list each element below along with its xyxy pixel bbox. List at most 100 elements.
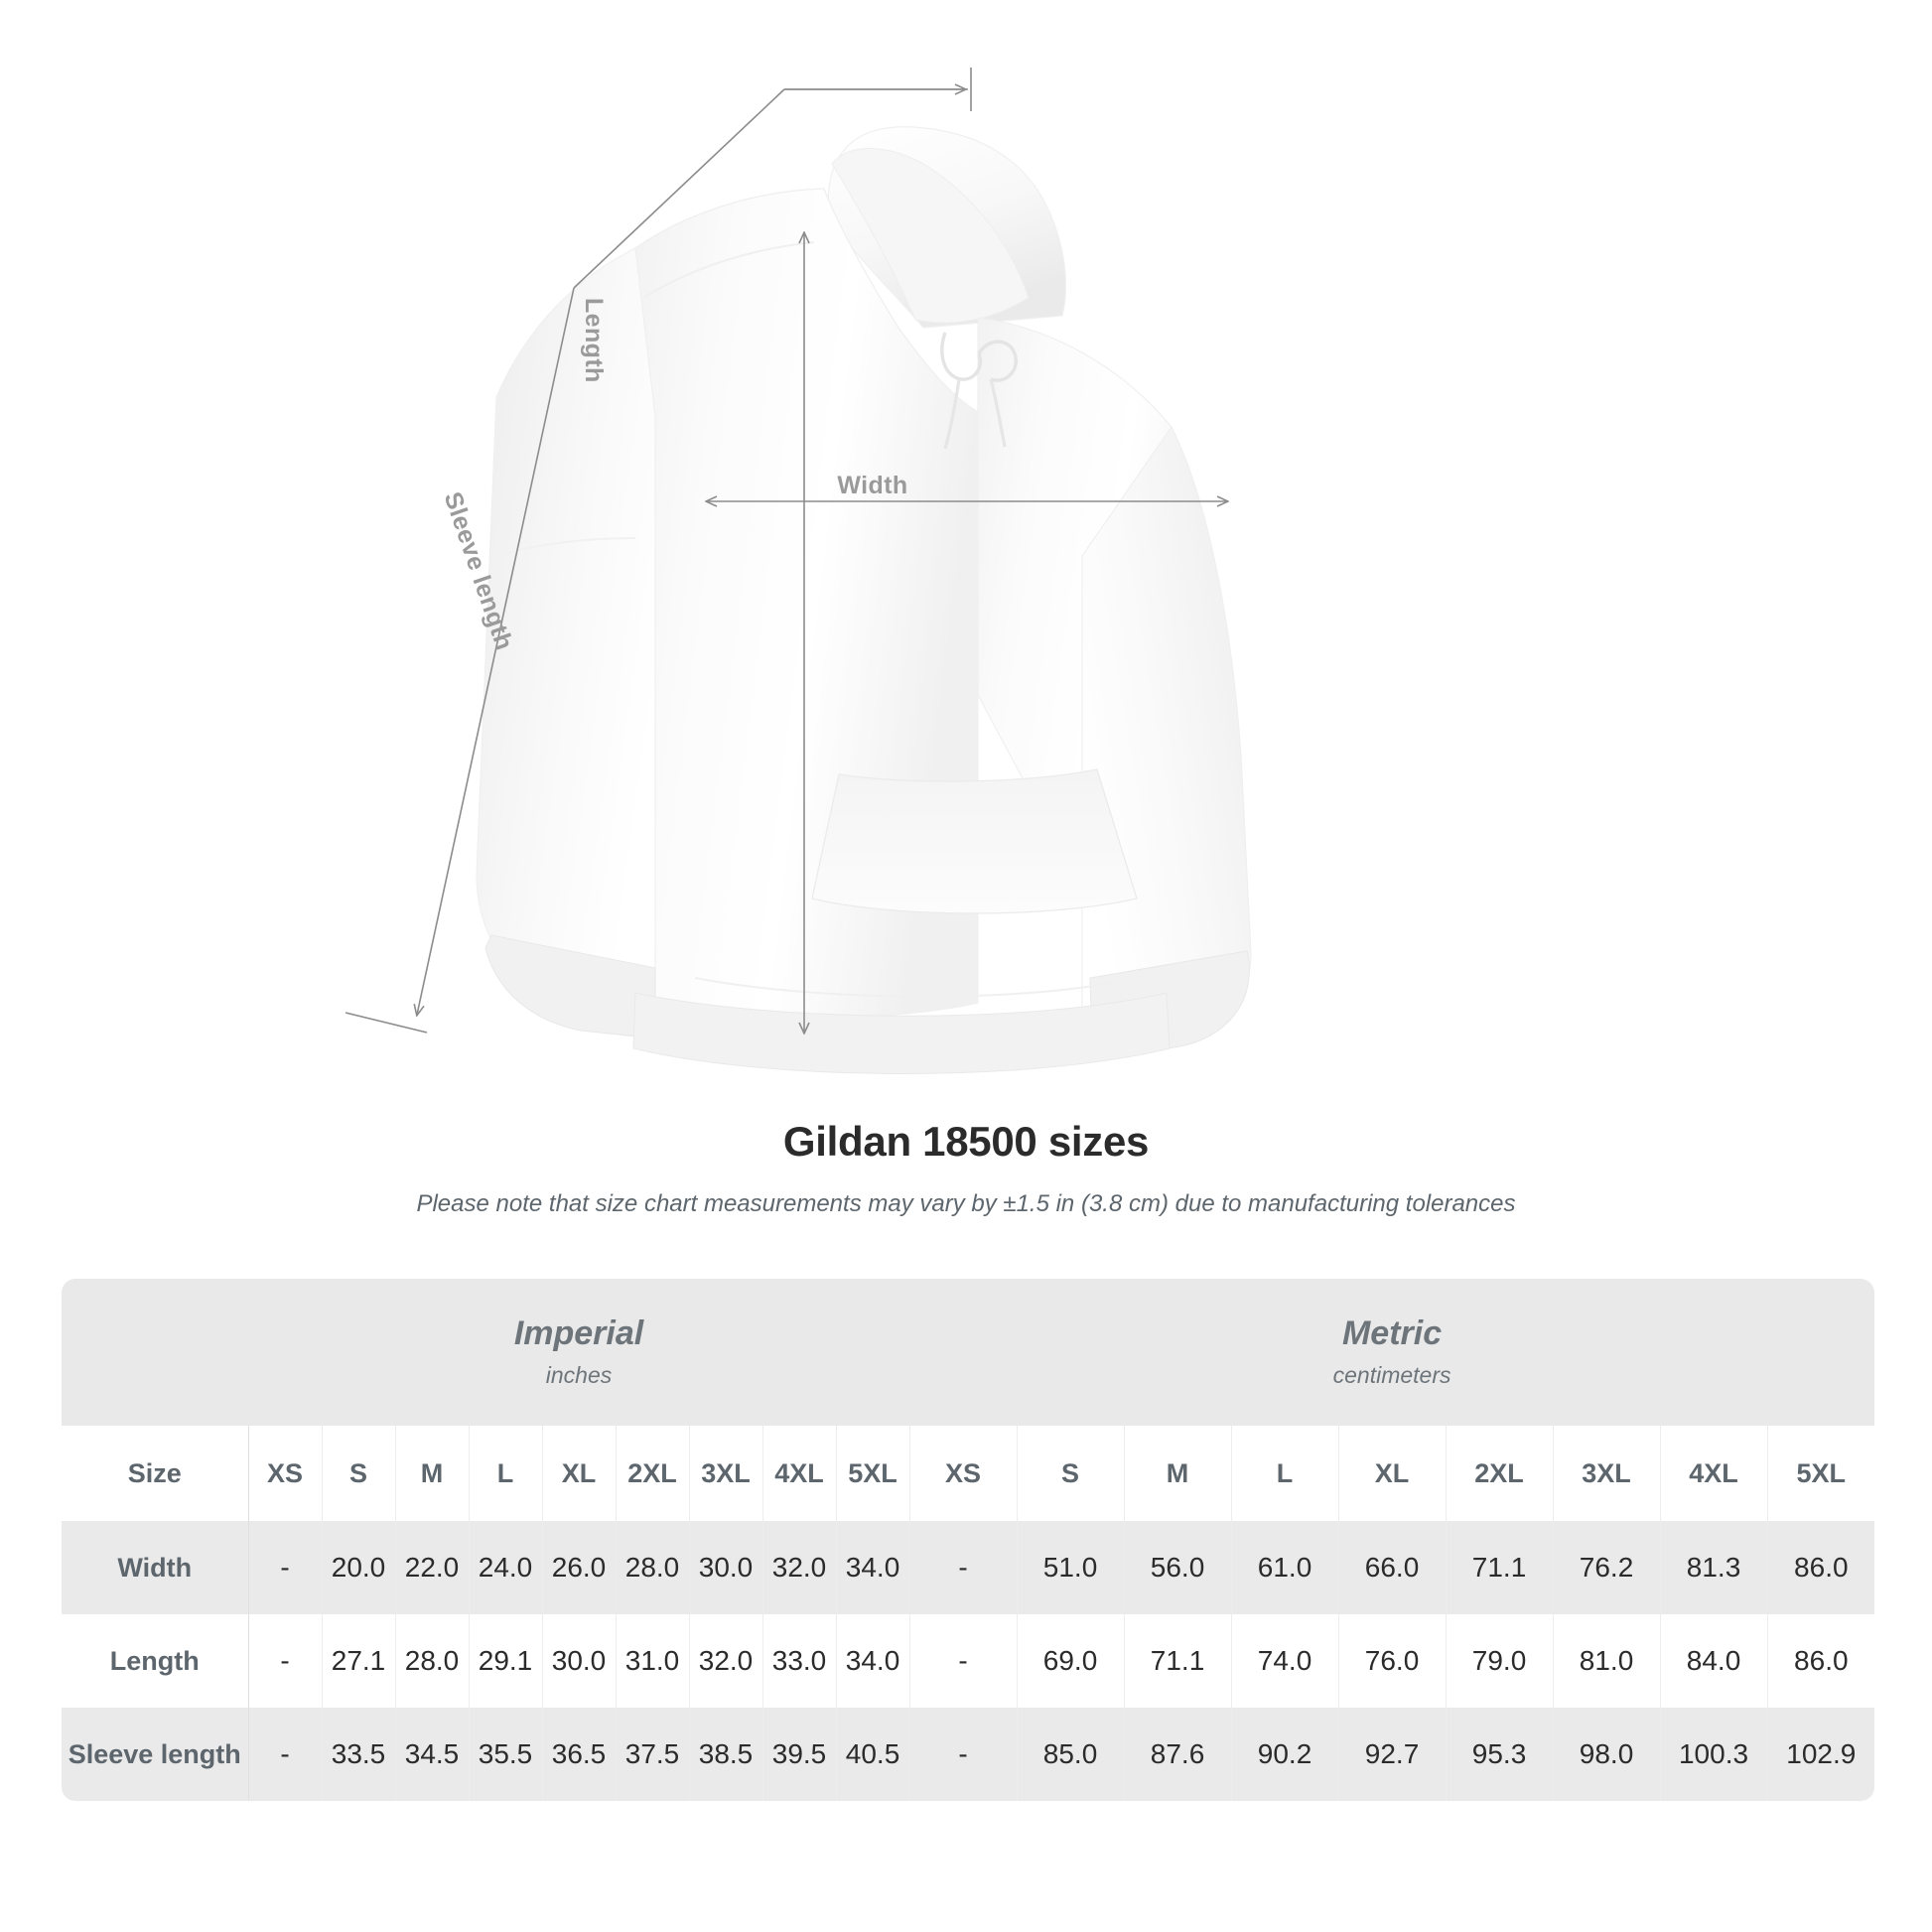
system-name-metric: Metric: [1341, 1314, 1443, 1353]
cell-width-imperial-2xl: 28.0: [616, 1521, 690, 1614]
cell-length-metric-4xl: 84.0: [1660, 1614, 1768, 1708]
cell-sleeve-metric-xl: 92.7: [1338, 1708, 1447, 1801]
kangaroo-pocket: [811, 768, 1138, 914]
row-header-sleeve-length: Sleeve length: [62, 1708, 249, 1801]
sleeve-diagonal-upper: [573, 88, 785, 289]
cell-sleeve-metric-m: 87.6: [1124, 1708, 1232, 1801]
cell-width-imperial-xl: 26.0: [542, 1521, 617, 1614]
cell-length-imperial-s: 27.1: [322, 1614, 396, 1708]
cell-width-metric-m: 56.0: [1124, 1521, 1232, 1614]
cell-length-imperial-l: 29.1: [469, 1614, 543, 1708]
system-unit-imperial: inches: [545, 1361, 613, 1388]
cell-sleeve-imperial-s: 33.5: [322, 1708, 396, 1801]
cell-length-metric-xs: -: [908, 1614, 1018, 1708]
cell-sleeve-metric-xs: -: [908, 1708, 1018, 1801]
cell-width-imperial-m: 22.0: [395, 1521, 470, 1614]
cell-length-imperial-3xl: 32.0: [689, 1614, 763, 1708]
cell-length-imperial-xl: 30.0: [542, 1614, 617, 1708]
cell-sleeve-metric-s: 85.0: [1017, 1708, 1125, 1801]
sleeve-fold-left: [495, 537, 636, 557]
cell-width-metric-s: 51.0: [1017, 1521, 1125, 1614]
system-header-metric: Metric centimeters: [909, 1279, 1875, 1426]
length-dimension-label: Length: [580, 298, 608, 383]
size-header-metric-3xl: 3XL: [1553, 1426, 1661, 1521]
cell-width-metric-xs: -: [908, 1521, 1018, 1614]
size-header-metric-5xl: 5XL: [1767, 1426, 1875, 1521]
size-header-imperial-xs: XS: [248, 1426, 323, 1521]
size-header-imperial-2xl: 2XL: [616, 1426, 690, 1521]
cell-width-metric-5xl: 86.0: [1767, 1521, 1875, 1614]
cell-sleeve-metric-5xl: 102.9: [1767, 1708, 1875, 1801]
right-sleeve: [1081, 425, 1252, 1041]
size-header-metric-m: M: [1124, 1426, 1232, 1521]
size-header-metric-s: S: [1017, 1426, 1125, 1521]
cell-sleeve-imperial-m: 34.5: [395, 1708, 470, 1801]
cell-sleeve-imperial-3xl: 38.5: [689, 1708, 763, 1801]
system-unit-metric: centimeters: [1332, 1361, 1451, 1388]
cell-width-metric-4xl: 81.3: [1660, 1521, 1768, 1614]
cell-length-metric-m: 71.1: [1124, 1614, 1232, 1708]
size-header-metric-xs: XS: [908, 1426, 1018, 1521]
cell-length-metric-3xl: 81.0: [1553, 1614, 1661, 1708]
cell-sleeve-imperial-5xl: 40.5: [836, 1708, 910, 1801]
cell-width-metric-xl: 66.0: [1338, 1521, 1447, 1614]
system-header-row: Imperial inches Metric centimeters: [62, 1279, 1875, 1426]
tolerance-note: Please note that size chart measurements…: [416, 1190, 1516, 1217]
size-header-imperial-3xl: 3XL: [689, 1426, 763, 1521]
column-header-size: Size: [62, 1426, 249, 1521]
size-header-imperial-m: M: [395, 1426, 470, 1521]
cell-width-imperial-3xl: 30.0: [689, 1521, 763, 1614]
cell-sleeve-metric-3xl: 98.0: [1553, 1708, 1661, 1801]
hem-fold: [694, 977, 1113, 998]
cell-length-metric-5xl: 86.0: [1767, 1614, 1875, 1708]
cell-length-metric-s: 69.0: [1017, 1614, 1125, 1708]
cell-length-imperial-5xl: 34.0: [836, 1614, 910, 1708]
sleeve-cuff-tick: [345, 1012, 428, 1034]
size-header-imperial-l: L: [469, 1426, 543, 1521]
title-block: Gildan 18500 sizes Please note that size…: [0, 1118, 1932, 1218]
row-header-length: Length: [62, 1614, 249, 1708]
cell-length-imperial-2xl: 31.0: [616, 1614, 690, 1708]
cell-width-imperial-xs: -: [248, 1521, 323, 1614]
cell-sleeve-imperial-4xl: 39.5: [762, 1708, 837, 1801]
table-row: Sleeve length - 33.5 34.5 35.5 36.5 37.5…: [62, 1708, 1875, 1801]
cell-width-metric-3xl: 76.2: [1553, 1521, 1661, 1614]
cell-length-imperial-xs: -: [248, 1614, 323, 1708]
size-header-metric-2xl: 2XL: [1446, 1426, 1554, 1521]
size-header-imperial-5xl: 5XL: [836, 1426, 910, 1521]
size-table: Imperial inches Metric centimeters Size …: [62, 1279, 1875, 1801]
size-header-metric-4xl: 4XL: [1660, 1426, 1768, 1521]
sleeve-length-arrow: [417, 287, 575, 1015]
system-header-spacer: [62, 1279, 248, 1426]
drawstring-loop-left: [940, 332, 983, 381]
cell-sleeve-metric-2xl: 95.3: [1446, 1708, 1554, 1801]
hoodie-diagram-svg: [345, 68, 1252, 1074]
size-header-metric-xl: XL: [1338, 1426, 1447, 1521]
cell-sleeve-imperial-xs: -: [248, 1708, 323, 1801]
size-header-row: Size XS S M L XL 2XL 3XL 4XL 5XL XS S M …: [62, 1426, 1875, 1521]
cell-length-imperial-4xl: 33.0: [762, 1614, 837, 1708]
cell-sleeve-imperial-xl: 36.5: [542, 1708, 617, 1801]
cell-width-imperial-5xl: 34.0: [836, 1521, 910, 1614]
drawstring-tail-right: [989, 378, 1007, 448]
cell-width-imperial-l: 24.0: [469, 1521, 543, 1614]
system-name-imperial: Imperial: [513, 1314, 644, 1353]
cell-width-imperial-4xl: 32.0: [762, 1521, 837, 1614]
cell-width-metric-l: 61.0: [1231, 1521, 1339, 1614]
hood-front: [831, 148, 1030, 324]
cell-sleeve-metric-4xl: 100.3: [1660, 1708, 1768, 1801]
table-row: Length - 27.1 28.0 29.1 30.0 31.0 32.0 3…: [62, 1614, 1875, 1708]
measurement-guides: [345, 68, 1227, 1033]
size-table-container: Imperial inches Metric centimeters Size …: [62, 1279, 1875, 1801]
cell-length-metric-xl: 76.0: [1338, 1614, 1447, 1708]
row-header-width: Width: [62, 1521, 249, 1614]
size-header-metric-l: L: [1231, 1426, 1339, 1521]
cell-width-metric-2xl: 71.1: [1446, 1521, 1554, 1614]
cell-width-imperial-s: 20.0: [322, 1521, 396, 1614]
size-header-imperial-4xl: 4XL: [762, 1426, 837, 1521]
system-header-imperial: Imperial inches: [248, 1279, 910, 1426]
drawstring-tail-left: [943, 378, 961, 450]
cell-length-imperial-m: 28.0: [395, 1614, 470, 1708]
size-header-imperial-xl: XL: [542, 1426, 617, 1521]
